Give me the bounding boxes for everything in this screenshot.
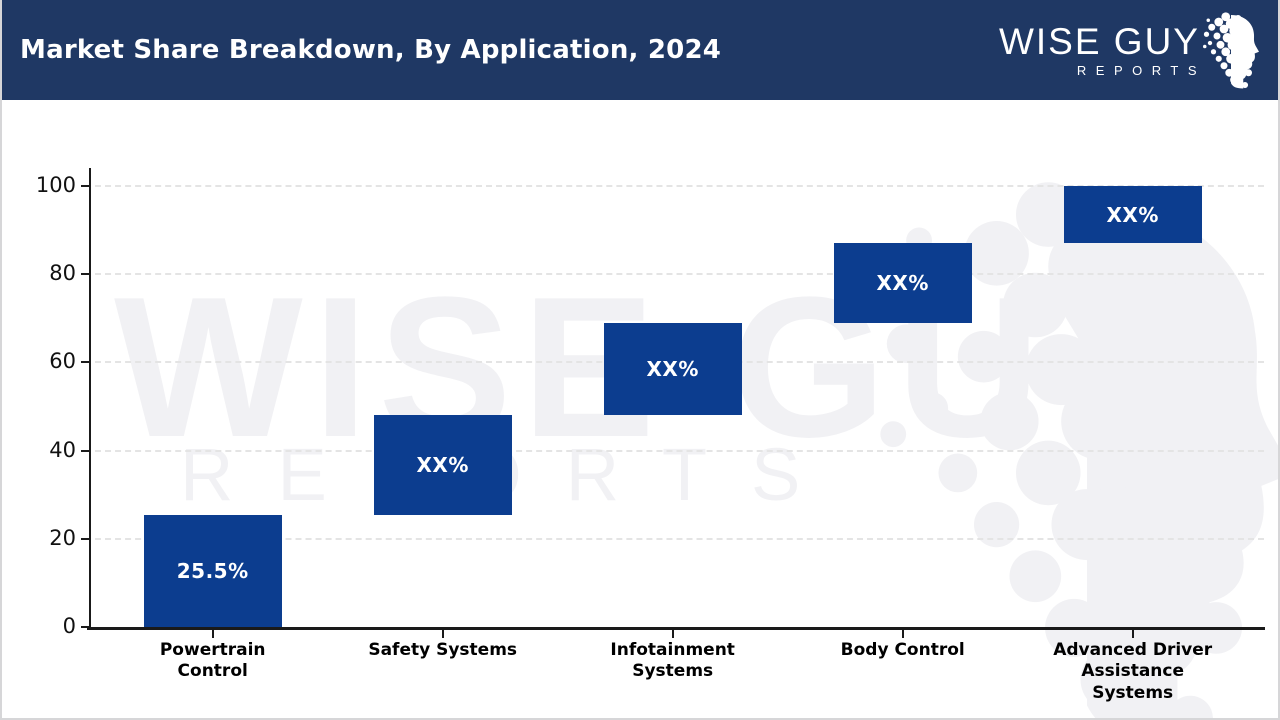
y-tick — [81, 273, 89, 276]
x-category-label: Infotainment Systems — [610, 640, 735, 682]
x-tick — [441, 630, 444, 638]
brand-subtitle: REPORTS — [1076, 62, 1206, 78]
x-category-label: Powertrain Control — [159, 640, 266, 682]
x-tick — [1131, 630, 1134, 638]
bar-value-label: XX% — [646, 357, 699, 381]
brand-logo: WISE GUY REPORTS — [999, 8, 1280, 92]
y-tick-label: 80 — [49, 261, 76, 286]
gridline — [95, 273, 1264, 276]
bar-segment: XX% — [1063, 186, 1202, 244]
y-tick — [81, 361, 89, 364]
bar-value-label: XX% — [1106, 202, 1159, 227]
y-tick-label: 20 — [49, 525, 76, 550]
y-tick — [81, 449, 89, 452]
bar-segment: 25.5% — [143, 514, 282, 627]
brand-logo-text: WISE GUY REPORTS — [999, 23, 1200, 78]
bar-segment: XX% — [603, 322, 742, 416]
gridline — [95, 537, 1264, 540]
x-axis-spine — [87, 627, 1265, 630]
brand-face-icon — [1194, 8, 1268, 92]
bar-segment: XX% — [373, 415, 512, 515]
header-bar: Market Share Breakdown, By Application, … — [2, 0, 1280, 100]
bar-value-label: XX% — [416, 452, 469, 477]
bar-segment: XX% — [833, 243, 972, 323]
x-category-label: Advanced Driver Assistance Systems — [1053, 640, 1213, 703]
bar-value-label: XX% — [876, 271, 929, 296]
y-tick-label: 0 — [62, 614, 76, 638]
y-tick-label: 100 — [35, 173, 76, 197]
bar-value-label: 25.5% — [176, 558, 249, 583]
x-tick — [901, 630, 904, 638]
y-tick — [81, 626, 89, 628]
y-tick-label: 60 — [49, 349, 76, 374]
y-tick — [81, 185, 89, 187]
x-category-label: Body Control — [840, 640, 965, 660]
gridline — [95, 449, 1264, 452]
brand-name: WISE GUY — [998, 20, 1200, 62]
y-tick — [81, 537, 89, 540]
chart-title: Market Share Breakdown, By Application, … — [20, 35, 722, 65]
gridline — [95, 185, 1264, 187]
x-tick — [211, 630, 214, 638]
x-category-label: Safety Systems — [368, 640, 518, 660]
y-axis-spine — [89, 168, 91, 629]
x-tick — [671, 630, 674, 638]
y-tick-label: 40 — [49, 437, 76, 462]
